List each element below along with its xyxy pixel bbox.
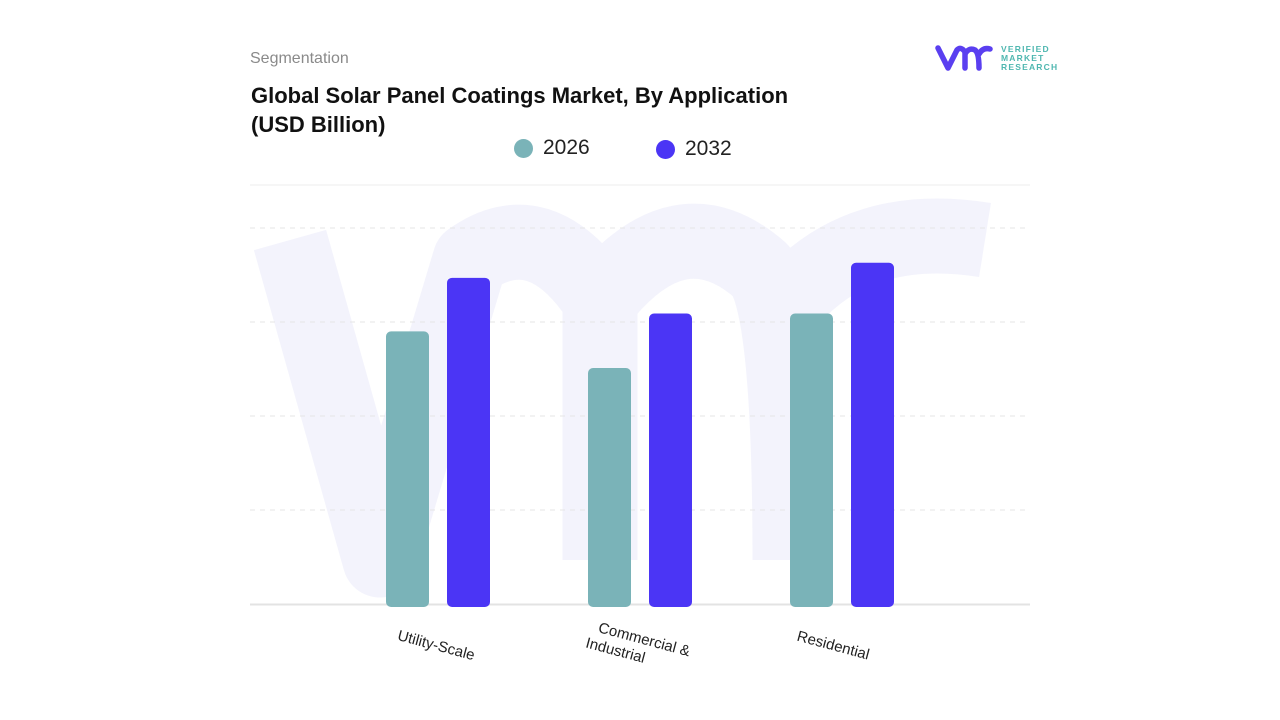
bar-2032-1 — [649, 313, 692, 607]
title-line-2: (USD Billion) — [251, 112, 386, 137]
logo-text-2: MARKET — [1001, 52, 1045, 63]
title-line-1: Global Solar Panel Coatings Market, By A… — [251, 83, 789, 108]
legend-swatch-2026 — [514, 138, 533, 158]
legend-item-2032: 2032 — [656, 137, 732, 161]
logo-text-1: VERIFIED — [1001, 43, 1050, 54]
legend-label-2032: 2032 — [685, 137, 732, 160]
bar-2032-0 — [447, 277, 490, 607]
legend-item-2026: 2026 — [514, 136, 590, 160]
bar-2026-0 — [386, 331, 429, 607]
x-tick-label: Utility-Scale — [396, 627, 477, 664]
legend-label-2026: 2026 — [543, 136, 590, 159]
bar-2026-2 — [790, 313, 833, 607]
bar-2032-2 — [851, 262, 894, 607]
watermark — [253, 198, 991, 598]
chart-title: Global Solar Panel Coatings Market, By A… — [251, 81, 871, 139]
x-tick-label: Residential — [795, 628, 871, 664]
logo-text-3: RESEARCH — [1001, 61, 1059, 72]
vmr-logo-mark-icon — [935, 45, 993, 71]
legend-swatch-2032 — [656, 139, 675, 159]
vmr-logo: VERIFIED MARKET RESEARCH — [935, 44, 1058, 72]
x-tick-label: Commercial &Industrial — [584, 617, 692, 677]
bar-2026-1 — [588, 368, 631, 607]
section-label: Segmentation — [250, 50, 349, 67]
